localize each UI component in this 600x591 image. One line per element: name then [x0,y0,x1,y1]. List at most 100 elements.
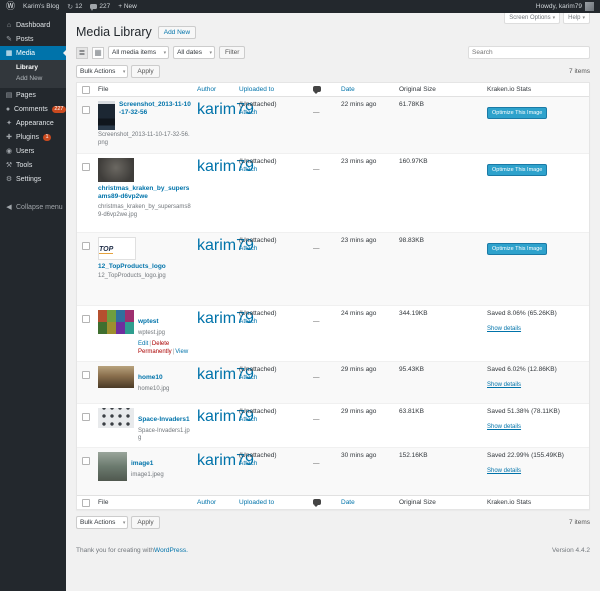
sidebar-item-tools[interactable]: ⚒ Tools [0,158,66,172]
media-thumbnail[interactable] [98,452,127,482]
media-title-link[interactable]: wptest [138,318,159,325]
sidebar-item-dashboard[interactable]: ⌂ Dashboard [0,18,66,32]
media-title-link[interactable]: 12_TopProducts_logo [98,263,166,270]
howdy-account-link[interactable]: Howdy, karim79 [535,3,582,10]
media-thumbnail[interactable] [98,310,134,334]
show-details-link[interactable]: Show details [487,468,522,475]
edit-link[interactable]: Edit [138,340,149,347]
media-thumbnail[interactable] [98,365,134,388]
sidebar-item-plugins[interactable]: ✚ Plugins 1 [0,130,66,144]
chevron-down-icon: ▾ [122,68,126,75]
media-thumbnail[interactable] [98,407,134,428]
author-link[interactable]: karim79 [197,452,254,470]
author-link[interactable]: karim79 [197,310,254,327]
optimize-image-button[interactable]: Optimize This Image [487,243,548,255]
row-checkbox[interactable] [82,315,90,323]
author-link[interactable]: karim79 [197,101,254,118]
media-title-link[interactable]: Space-Invaders1 [138,415,190,423]
sidebar-item-comments[interactable]: ● Comments 227 [0,102,66,116]
sidebar-item-media[interactable]: ▦ Media [0,46,66,60]
sidebar-item-settings[interactable]: ⚙ Settings [0,172,66,186]
pages-icon: ▤ [5,92,13,99]
author-link[interactable]: karim79 [197,158,254,175]
column-footer-comments[interactable] [311,498,339,507]
attach-link[interactable]: Attach [239,109,258,116]
wordpress-logo-icon[interactable]: Ⓦ [6,1,16,11]
bulk-actions-select-bottom[interactable]: Bulk Actions ▾ [76,516,129,530]
media-title-link[interactable]: home10 [138,373,163,381]
sidebar-subitem-library[interactable]: Library [16,64,39,71]
collapse-menu-button[interactable]: ◀ Collapse menu [0,200,66,214]
optimize-image-button[interactable]: Optimize This Image [487,107,548,119]
apply-button-bottom[interactable]: Apply [131,516,160,530]
media-icon: ▦ [5,50,13,57]
media-title-link[interactable]: christmas_kraken_by_supersams89-d6vp2we [98,185,190,201]
add-new-button[interactable]: Add New [157,25,197,39]
sidebar-subitem-add-new[interactable]: Add New [16,75,43,82]
row-checkbox[interactable] [82,106,90,114]
view-link[interactable]: View [175,349,189,356]
show-details-link[interactable]: Show details [487,381,522,388]
show-details-link[interactable]: Show details [487,326,522,332]
row-checkbox[interactable] [82,457,90,466]
column-header-kraken-stats: Kraken.io Stats [487,86,532,93]
uploaded-to-status: (Unattached) [239,310,277,317]
column-header-date[interactable]: Date [341,86,355,93]
apply-button[interactable]: Apply [131,65,160,78]
sidebar-item-users[interactable]: ◉ Users [0,144,66,158]
media-title-link[interactable]: Screenshot_2013-11-10-17-32-56 [119,101,191,117]
comments-menu[interactable]: 227 [90,3,111,11]
admin-sidebar: ⌂ Dashboard ✎ Posts ▦ Media Library Add … [0,13,66,591]
media-thumbnail[interactable]: TOP [98,237,136,260]
row-checkbox[interactable] [82,163,90,171]
select-all-checkbox-bottom[interactable] [82,498,90,507]
media-filename: Screenshot_2013-11-10-17-32-56.png [98,132,190,146]
filter-button[interactable]: Filter [219,46,246,59]
attach-link[interactable]: Attach [239,245,258,252]
row-checkbox[interactable] [82,242,90,250]
wordpress-footer-link[interactable]: WordPress. [154,547,188,555]
column-footer-author[interactable]: Author [197,499,217,507]
column-header-author[interactable]: Author [197,86,217,93]
bulk-actions-select[interactable]: Bulk Actions ▾ [76,65,129,78]
grid-view-button[interactable]: ▦ [92,46,104,59]
site-name-link[interactable]: Karim's Blog [23,3,60,10]
kraken-saved-stat: Saved 51.38% (78.11KB) [487,407,560,415]
column-header-uploaded-to[interactable]: Uploaded to [239,86,275,93]
select-all-checkbox[interactable] [82,85,90,94]
new-content-menu[interactable]: + New [118,3,137,10]
media-title-link[interactable]: image1 [131,460,154,468]
attach-link[interactable]: Attach [239,318,258,325]
list-view-button[interactable]: ≣ [76,46,88,59]
delete-permanently-link[interactable]: Delete Permanently [138,340,172,356]
author-link[interactable]: karim79 [197,237,254,254]
media-thumbnail[interactable] [98,158,134,182]
sidebar-item-pages[interactable]: ▤ Pages [0,88,66,102]
media-submenu: Library Add New [0,60,66,88]
help-button[interactable]: Help ▾ [563,13,590,24]
attach-link[interactable]: Attach [239,460,258,468]
row-checkbox[interactable] [82,370,90,379]
admin-bar-comments-count: 227 [99,3,111,10]
sidebar-item-appearance[interactable]: ✦ Appearance [0,116,66,130]
sidebar-item-posts[interactable]: ✎ Posts [0,32,66,46]
optimize-image-button[interactable]: Optimize This Image [487,164,548,176]
media-type-select[interactable]: All media items ▾ [108,46,170,59]
column-header-comments[interactable] [311,85,339,94]
screen-options-button[interactable]: Screen Options ▾ [504,13,561,24]
attach-link[interactable]: Attach [239,166,258,173]
attach-link[interactable]: Attach [239,373,258,381]
attach-link[interactable]: Attach [239,415,258,423]
column-footer-uploaded-to[interactable]: Uploaded to [239,499,275,507]
row-checkbox[interactable] [82,412,90,421]
media-thumbnail[interactable] [98,101,115,130]
author-link[interactable]: karim79 [197,365,254,383]
updates-menu[interactable]: ↻ 12 [67,3,82,11]
column-footer-date[interactable]: Date [341,499,355,507]
author-link[interactable]: karim79 [197,407,254,425]
date-filter-select[interactable]: All dates ▾ [173,46,216,59]
media-row: TOP 12_TopProducts_logo 12_TopProducts_l… [77,232,589,305]
show-details-link[interactable]: Show details [487,423,522,430]
uploaded-to-status: (Unattached) [239,101,277,108]
search-input[interactable] [468,46,590,59]
